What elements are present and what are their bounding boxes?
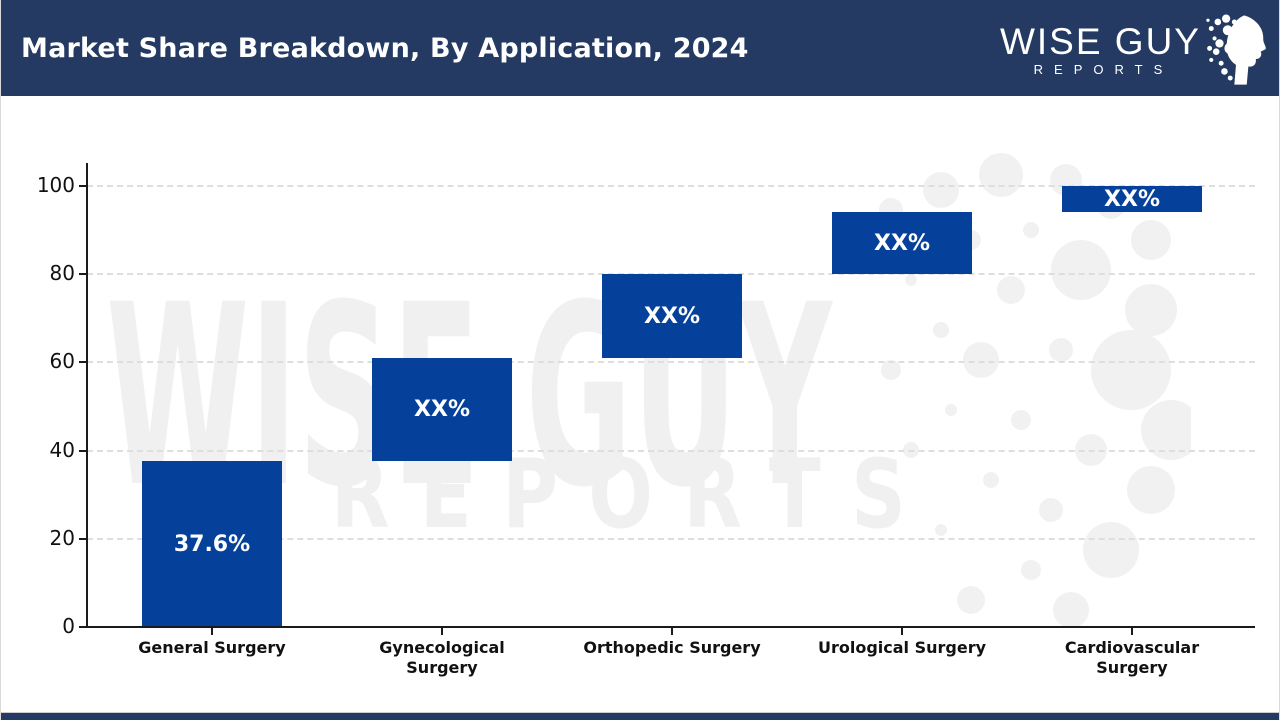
bar-general-surgery: 37.6% bbox=[142, 461, 282, 627]
bar-value-label: XX% bbox=[414, 397, 470, 423]
y-tick bbox=[79, 626, 86, 628]
header: Market Share Breakdown, By Application, … bbox=[1, 0, 1279, 96]
gridline-60 bbox=[87, 361, 1255, 364]
logo-head-icon bbox=[1206, 14, 1266, 85]
brand-logo: WISE GUY REPORTS bbox=[1000, 10, 1269, 90]
x-axis-label: Orthopedic Surgery bbox=[583, 638, 761, 657]
gridline-40 bbox=[87, 449, 1255, 452]
footer-hairline bbox=[1, 712, 1279, 713]
y-tick bbox=[79, 537, 86, 540]
y-tick-label: 100 bbox=[36, 173, 75, 197]
x-axis-line bbox=[86, 626, 1255, 628]
y-tick-label: 40 bbox=[49, 437, 75, 462]
logo-wordmark: WISE GUY bbox=[999, 20, 1201, 62]
bar-gynecological-surgery: XX% bbox=[372, 357, 512, 462]
bar-value-label: 37.6% bbox=[173, 531, 251, 557]
bar-cardiovascular-surgery: XX% bbox=[1062, 186, 1202, 213]
x-tick bbox=[441, 628, 443, 635]
logo-subtext: REPORTS bbox=[1033, 62, 1174, 78]
bar-value-label: XX% bbox=[1104, 186, 1160, 212]
y-tick-label: 60 bbox=[49, 349, 75, 374]
y-tick bbox=[79, 449, 86, 452]
y-axis-line bbox=[86, 163, 88, 628]
x-tick bbox=[1131, 628, 1133, 635]
y-tick bbox=[79, 361, 86, 364]
bar-orthopedic-surgery: XX% bbox=[602, 274, 742, 358]
x-tick bbox=[671, 628, 673, 635]
bar-value-label: XX% bbox=[874, 230, 930, 256]
y-tick bbox=[79, 273, 86, 276]
bar-urological-surgery: XX% bbox=[832, 212, 972, 275]
x-axis-label: Cardiovascular Surgery bbox=[1064, 638, 1200, 677]
y-tick-label: 0 bbox=[62, 614, 75, 638]
footer-strip bbox=[1, 713, 1279, 720]
y-tick-label: 20 bbox=[49, 525, 75, 550]
logo-text: WISE GUY REPORTS bbox=[999, 20, 1201, 78]
y-tick bbox=[79, 185, 86, 187]
y-tick-label: 80 bbox=[49, 261, 75, 286]
page-title: Market Share Breakdown, By Application, … bbox=[21, 32, 749, 64]
gridline-20 bbox=[87, 537, 1255, 540]
x-tick bbox=[901, 628, 903, 635]
x-axis-label: Gynecological Surgery bbox=[379, 638, 505, 677]
gridline-100 bbox=[87, 185, 1255, 187]
watermark-head-dots bbox=[879, 153, 1191, 628]
x-tick bbox=[211, 628, 213, 635]
bar-value-label: XX% bbox=[644, 303, 700, 329]
x-axis-label: Urological Surgery bbox=[817, 638, 987, 657]
x-axis-label: General Surgery bbox=[138, 638, 286, 657]
watermark-subtext: REPORTS bbox=[331, 440, 937, 550]
